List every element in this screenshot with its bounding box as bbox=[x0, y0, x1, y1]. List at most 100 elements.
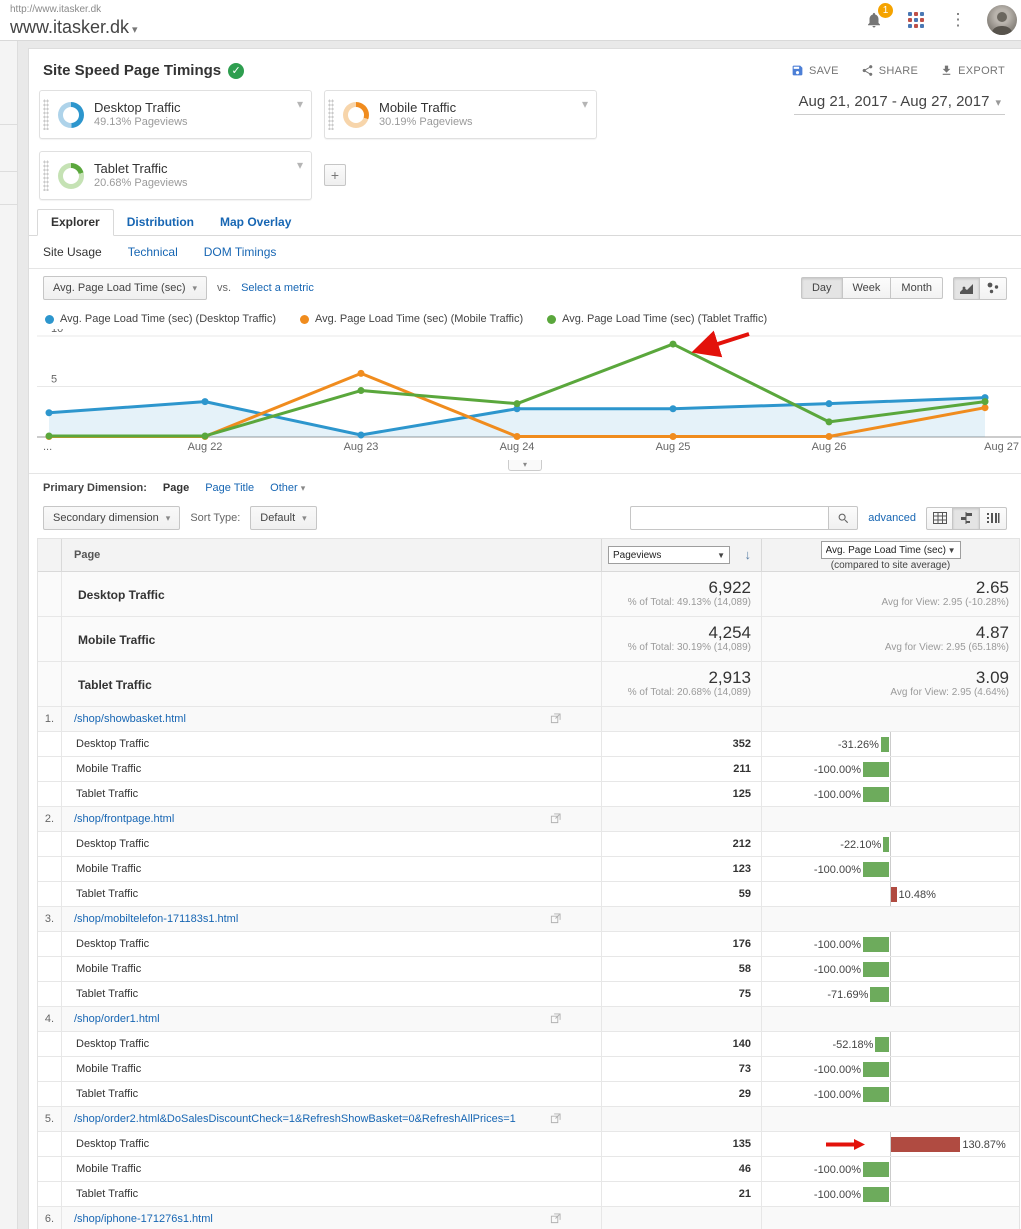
granularity-week-button[interactable]: Week bbox=[841, 277, 891, 299]
comparison-bar[interactable] bbox=[891, 1137, 961, 1152]
motion-chart-view-button[interactable] bbox=[980, 276, 1007, 300]
data-point[interactable] bbox=[513, 405, 521, 413]
subtab-technical[interactable]: Technical bbox=[127, 245, 178, 259]
avatar[interactable] bbox=[987, 5, 1017, 35]
table-search-input[interactable] bbox=[630, 506, 829, 530]
page-url-link[interactable]: /shop/order2.html&DoSalesDiscountCheck=1… bbox=[74, 1113, 516, 1125]
data-point[interactable] bbox=[825, 400, 833, 408]
sort-descending-icon[interactable]: ↓ bbox=[744, 547, 752, 562]
page-url-link[interactable]: /shop/mobiltelefon-171183s1.html bbox=[74, 913, 239, 925]
collapsed-sidebar[interactable] bbox=[0, 41, 18, 1229]
property-selector[interactable]: www.itasker.dk ▾ bbox=[10, 16, 1021, 41]
data-point[interactable] bbox=[981, 404, 989, 412]
apps-grid-button[interactable] bbox=[903, 7, 929, 33]
comparison-bar[interactable] bbox=[863, 1162, 889, 1177]
segment-card-mobile[interactable]: Mobile Traffic 30.19% Pageviews ▾ bbox=[324, 90, 597, 139]
data-point[interactable] bbox=[201, 432, 209, 440]
drag-handle-icon[interactable] bbox=[43, 160, 49, 191]
add-segment-button[interactable]: + bbox=[324, 164, 346, 186]
comparison-bar[interactable] bbox=[880, 737, 889, 752]
legend-item[interactable]: Avg. Page Load Time (sec) (Desktop Traff… bbox=[45, 313, 276, 325]
sort-type-dropdown[interactable]: Default ▾ bbox=[250, 506, 317, 530]
data-point[interactable] bbox=[45, 409, 53, 417]
chevron-down-icon[interactable]: ▾ bbox=[296, 97, 303, 111]
open-in-new-icon[interactable] bbox=[550, 1213, 561, 1224]
select-a-metric-link[interactable]: Select a metric bbox=[241, 282, 314, 294]
comparison-bar[interactable] bbox=[863, 937, 889, 952]
data-point[interactable] bbox=[669, 340, 677, 348]
comparison-pct-label: -100.00% bbox=[813, 1189, 861, 1201]
metric-select-dropdown[interactable]: Avg. Page Load Time (sec) ▾ bbox=[43, 276, 208, 300]
metric-column-select[interactable]: Avg. Page Load Time (sec) ▼ bbox=[820, 541, 961, 559]
granularity-month-button[interactable]: Month bbox=[890, 277, 943, 299]
page-url-link[interactable]: /shop/frontpage.html bbox=[74, 813, 175, 825]
comparison-bar[interactable] bbox=[883, 837, 889, 852]
open-in-new-icon[interactable] bbox=[550, 1113, 561, 1124]
advanced-filter-link[interactable]: advanced bbox=[868, 512, 916, 524]
data-point[interactable] bbox=[825, 432, 833, 440]
chevron-down-icon[interactable]: ▾ bbox=[581, 97, 588, 111]
legend-item[interactable]: Avg. Page Load Time (sec) (Tablet Traffi… bbox=[547, 313, 767, 325]
comparison-bar[interactable] bbox=[863, 962, 889, 977]
legend-item[interactable]: Avg. Page Load Time (sec) (Mobile Traffi… bbox=[300, 313, 523, 325]
comparison-bar[interactable] bbox=[870, 987, 889, 1002]
more-menu-button[interactable]: ⋮ bbox=[945, 7, 971, 33]
page-url-link[interactable]: /shop/order1.html bbox=[74, 1013, 160, 1025]
data-point[interactable] bbox=[357, 431, 365, 439]
search-button[interactable] bbox=[828, 506, 859, 530]
subtab-site-usage[interactable]: Site Usage bbox=[43, 245, 102, 259]
data-point[interactable] bbox=[981, 398, 989, 406]
open-in-new-icon[interactable] bbox=[550, 1013, 561, 1024]
data-point[interactable] bbox=[201, 398, 209, 406]
comparison-view-button[interactable] bbox=[953, 506, 980, 530]
pivot-view-button[interactable] bbox=[980, 506, 1007, 530]
dimension-page-title[interactable]: Page Title bbox=[205, 482, 255, 494]
data-point[interactable] bbox=[45, 432, 53, 440]
drag-handle-icon[interactable] bbox=[328, 99, 334, 130]
data-point[interactable] bbox=[357, 387, 365, 395]
subtab-dom-timings[interactable]: DOM Timings bbox=[203, 245, 277, 259]
timeseries-chart[interactable]: 5 10... Aug 22 Aug 23 Aug 24 Aug 25 Aug 26 Aug … bbox=[29, 323, 1021, 460]
dimension-page[interactable]: Page bbox=[162, 482, 190, 494]
granularity-day-button[interactable]: Day bbox=[800, 277, 842, 299]
segment-card-tablet[interactable]: Tablet Traffic 20.68% Pageviews ▾ bbox=[39, 151, 312, 200]
comparison-bar[interactable] bbox=[863, 787, 889, 802]
page-url-link[interactable]: /shop/showbasket.html bbox=[74, 713, 186, 725]
data-point[interactable] bbox=[669, 405, 677, 413]
segment-card-desktop[interactable]: Desktop Traffic 49.13% Pageviews ▾ bbox=[39, 90, 312, 139]
data-point[interactable] bbox=[825, 418, 833, 426]
date-range-selector[interactable]: Aug 21, 2017 - Aug 27, 2017 ▾ bbox=[794, 91, 1005, 115]
comparison-bar[interactable] bbox=[891, 887, 897, 902]
comparison-bar[interactable] bbox=[863, 762, 889, 777]
comparison-bar[interactable] bbox=[875, 1037, 889, 1052]
notifications-button[interactable]: 1 bbox=[861, 3, 893, 33]
secondary-dimension-dropdown[interactable]: Secondary dimension ▾ bbox=[43, 506, 181, 530]
segment-sub-row: Mobile Traffic 46 -100.00% bbox=[38, 1157, 1019, 1182]
export-button[interactable]: EXPORT bbox=[940, 64, 1005, 77]
open-in-new-icon[interactable] bbox=[550, 913, 561, 924]
pageviews-column-select[interactable]: Pageviews ▼ bbox=[608, 546, 730, 564]
page-url-link[interactable]: /shop/iphone-171276s1.html bbox=[74, 1213, 213, 1225]
open-in-new-icon[interactable] bbox=[550, 713, 561, 724]
drag-handle-icon[interactable] bbox=[43, 99, 49, 130]
comparison-bar[interactable] bbox=[863, 1087, 889, 1102]
share-button[interactable]: SHARE bbox=[861, 64, 918, 77]
line-chart-view-button[interactable] bbox=[953, 276, 980, 300]
column-header-page[interactable]: Page bbox=[74, 549, 101, 561]
data-point[interactable] bbox=[357, 369, 365, 377]
chevron-down-icon[interactable]: ▾ bbox=[296, 158, 303, 172]
data-point[interactable] bbox=[513, 400, 521, 408]
tab-explorer[interactable]: Explorer bbox=[37, 209, 114, 236]
comparison-bar[interactable] bbox=[863, 1187, 889, 1202]
data-table-view-button[interactable] bbox=[926, 506, 953, 530]
expand-chart-control[interactable]: ▾ bbox=[508, 460, 542, 471]
open-in-new-icon[interactable] bbox=[550, 813, 561, 824]
data-point[interactable] bbox=[669, 432, 677, 440]
dimension-other[interactable]: Other ▾ bbox=[270, 482, 305, 494]
comparison-bar[interactable] bbox=[863, 862, 889, 877]
tab-distribution[interactable]: Distribution bbox=[126, 215, 195, 229]
tab-map-overlay[interactable]: Map Overlay bbox=[220, 215, 292, 229]
data-point[interactable] bbox=[513, 432, 521, 440]
comparison-bar[interactable] bbox=[863, 1062, 889, 1077]
save-button[interactable]: SAVE bbox=[791, 64, 839, 77]
